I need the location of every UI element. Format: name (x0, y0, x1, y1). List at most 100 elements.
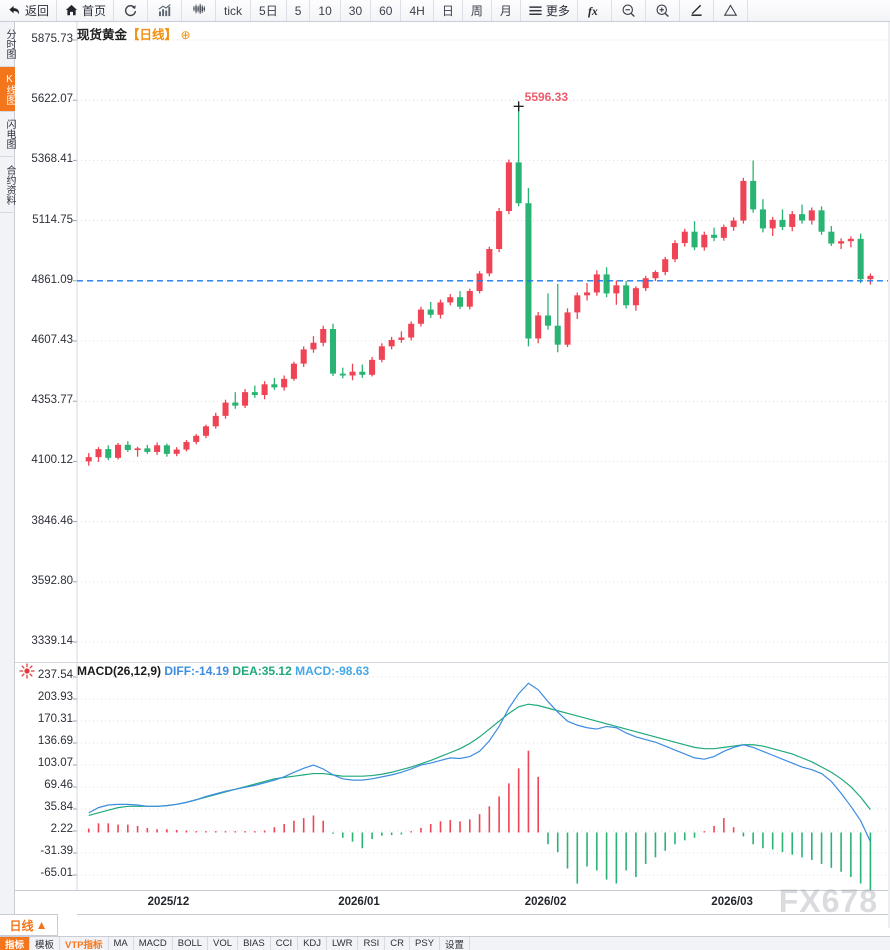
price-y-tick-label: 4861.09 (31, 273, 73, 286)
settings-glyph-icon[interactable]: ⊕ (180, 28, 191, 42)
candle-body (408, 323, 415, 338)
period-30min-button[interactable]: 30 (341, 0, 372, 21)
sidebar-item-timeline-label: 分时图 (4, 29, 15, 59)
candle-body (193, 435, 200, 442)
tab-lwr[interactable]: LWR (327, 937, 359, 950)
tab-vtp[interactable]: VTP指标 (60, 937, 109, 950)
candle-body (173, 449, 180, 454)
watermark: FX678 (778, 883, 878, 919)
x-axis-tick-label: 2025/12 (147, 896, 190, 908)
macd-panel[interactable]: MACD(26,12,9) DIFF:-14.19 DEA:35.12 MACD… (15, 662, 890, 891)
back-button[interactable]: 返回 (0, 0, 58, 21)
candle-body (671, 243, 679, 260)
fx-icon: fx (588, 5, 598, 18)
period-5min-button[interactable]: 5 (287, 0, 311, 21)
candle-body (769, 219, 776, 229)
candle-body (613, 285, 620, 294)
candle-body (701, 234, 708, 248)
tab-cr[interactable]: CR (385, 937, 411, 950)
sidebar-item-contract-info[interactable]: 合约资料 (0, 157, 15, 213)
candle-body (115, 444, 122, 458)
candle-body (427, 309, 434, 315)
tab-template-label: 模板 (35, 939, 55, 950)
candle-body (505, 162, 512, 212)
candle-body (603, 274, 610, 294)
diff-line (88, 682, 871, 842)
macd-dea-value: DEA:35.12 (232, 664, 292, 678)
tab-psy-label: PSY (415, 938, 435, 949)
candle-body (290, 363, 297, 379)
candle-body (417, 309, 424, 324)
macd-y-tick-label: 237.54 (37, 669, 73, 681)
sidebar-item-kline[interactable]: K线图 (0, 67, 15, 112)
candlestick-button[interactable] (182, 0, 217, 21)
period-5day-button[interactable]: 5日 (251, 0, 287, 21)
tab-boll[interactable]: BOLL (173, 937, 209, 950)
candle-body (144, 448, 151, 452)
tab-ma[interactable]: MA (109, 937, 134, 950)
back-arrow-icon (9, 5, 20, 15)
period-month-button[interactable]: 月 (492, 0, 521, 21)
zoom-out-button[interactable] (612, 0, 646, 21)
macd-y-tick-label: 103.07 (37, 757, 73, 769)
price-panel[interactable]: 现货黄金【日线】 ⊕ 5596.33 (15, 22, 890, 662)
period-4h-button[interactable]: 4H (401, 0, 434, 21)
more-button[interactable]: 更多 (521, 0, 578, 21)
tab-ma-label: MA (113, 938, 128, 949)
candle-body (584, 292, 591, 296)
tab-rsi[interactable]: RSI (358, 937, 386, 950)
sidebar-item-contract-info-label: 合约资料 (4, 164, 15, 205)
tab-cci[interactable]: CCI (271, 937, 299, 950)
macd-diff-value: DIFF:-14.19 (164, 664, 230, 678)
tab-psy[interactable]: PSY (410, 937, 441, 950)
macd-settings-icon[interactable] (19, 663, 35, 679)
candle-body (789, 214, 796, 227)
candle-body (95, 449, 102, 458)
draw-line-button[interactable] (680, 0, 714, 21)
high-price-annotation: 5596.33 (524, 90, 569, 105)
period-week-button[interactable]: 周 (463, 0, 492, 21)
period-day-button[interactable]: 日 (434, 0, 463, 21)
tab-settings-label: 设置 (445, 939, 465, 950)
period-60min-button[interactable]: 60 (371, 0, 402, 21)
period-text: 日线 (9, 918, 34, 933)
current-period-indicator[interactable]: 日线 ▲ (0, 914, 58, 936)
x-axis-tick-label: 2026/01 (338, 896, 380, 908)
period-10min-button[interactable]: 10 (310, 0, 341, 21)
macd-y-tick-label: -65.01 (40, 867, 73, 879)
candle-body (564, 312, 571, 345)
back-button-label: 返回 (25, 4, 50, 18)
chart-type-button[interactable] (148, 0, 183, 21)
price-y-tick-label: 5622.07 (31, 93, 73, 106)
tick-button[interactable]: tick (216, 0, 252, 21)
tab-indicator[interactable]: 指标 (0, 937, 31, 950)
tab-bias[interactable]: BIAS (238, 937, 271, 950)
refresh-button[interactable] (114, 0, 149, 21)
tab-settings[interactable]: 设置 (440, 937, 471, 950)
sidebar-item-lightning[interactable]: 闪电图 (0, 112, 15, 157)
candle-body (349, 371, 356, 376)
candle-body (847, 238, 854, 242)
candle-body (857, 238, 864, 280)
candle-body (730, 220, 737, 227)
candle-body (525, 203, 532, 339)
formula-button[interactable]: fx (578, 0, 612, 21)
tab-vol[interactable]: VOL (208, 937, 239, 950)
tab-macd[interactable]: MACD (134, 937, 173, 950)
candle-body (457, 297, 464, 307)
sidebar-item-timeline[interactable]: 分时图 (0, 22, 15, 67)
tab-template[interactable]: 模板 (30, 937, 61, 950)
tab-kdj[interactable]: KDJ (298, 937, 328, 950)
draw-shape-button[interactable] (714, 0, 748, 21)
candle-body (867, 275, 874, 280)
zoom-in-button[interactable] (646, 0, 680, 21)
candle-body (838, 241, 845, 244)
price-y-tick-label: 5368.41 (31, 153, 73, 166)
candle-body (623, 285, 630, 306)
home-button[interactable]: 首页 (57, 0, 115, 21)
period-label: 【日线】 (127, 28, 178, 42)
bar-chart-icon (158, 4, 171, 17)
candle-body (476, 273, 483, 292)
candle-body (202, 426, 210, 436)
candle-body (212, 415, 219, 427)
